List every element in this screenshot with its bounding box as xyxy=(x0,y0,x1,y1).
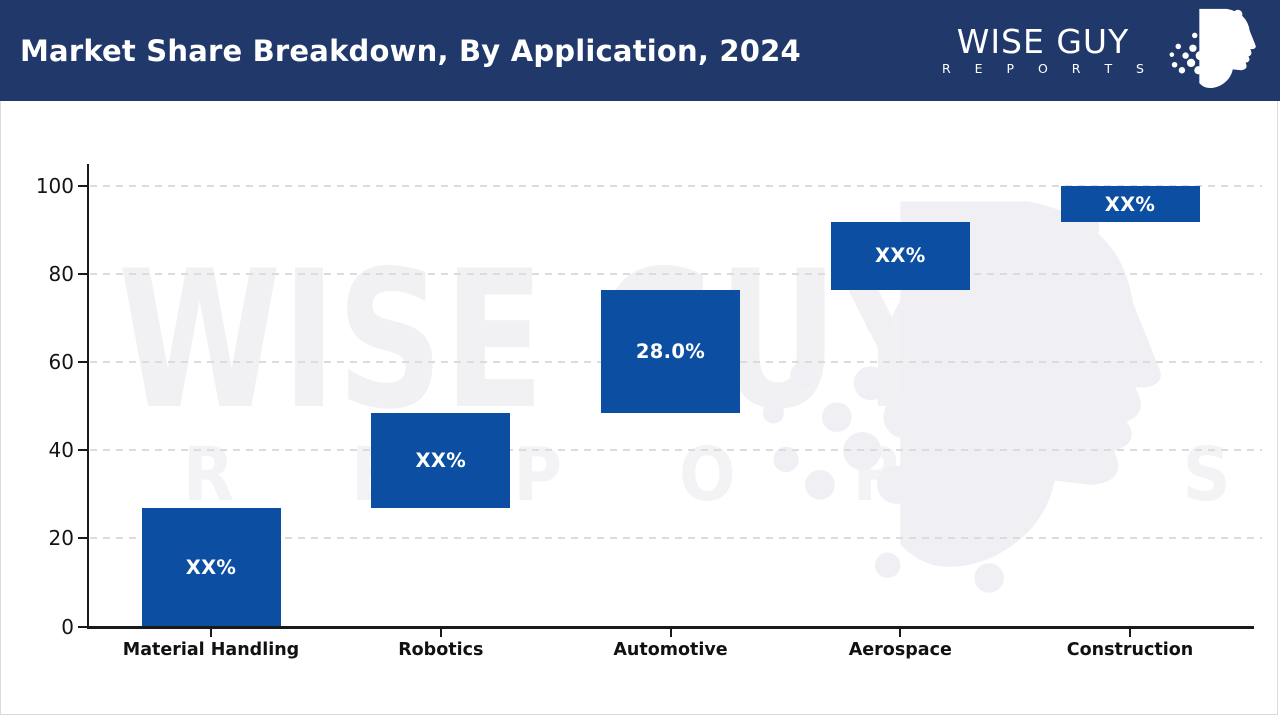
wiseguy-face-watermark-icon xyxy=(762,201,1161,593)
category-label: Construction xyxy=(1066,640,1194,660)
gridline xyxy=(90,273,1262,276)
y-tick-mark xyxy=(78,449,87,452)
y-tick-mark xyxy=(78,185,87,187)
y-tick-label: 80 xyxy=(48,262,74,287)
wiseguy-logo-name: WISE GUY xyxy=(956,21,1130,61)
x-axis-line xyxy=(86,626,1254,629)
gridline xyxy=(90,185,1262,187)
y-axis-line xyxy=(86,164,89,628)
wiseguy-face-icon xyxy=(1169,8,1256,88)
bar-value-label: 28.0% xyxy=(635,340,706,364)
gridline xyxy=(90,537,1262,540)
x-tick-mark xyxy=(439,628,442,637)
y-tick-label: 40 xyxy=(48,438,74,463)
bar-robotics: XX% xyxy=(371,413,511,508)
x-tick-mark xyxy=(210,628,212,637)
category-label: Robotics xyxy=(398,640,484,660)
y-tick-label: 0 xyxy=(61,614,74,639)
bar-value-label: XX% xyxy=(875,244,926,268)
watermark-wiseguy-text: WISE GUY xyxy=(118,230,946,451)
gridline xyxy=(90,449,1262,452)
y-tick-label: 20 xyxy=(48,526,74,551)
category-label: Automotive xyxy=(613,640,728,660)
chart-title: Market Share Breakdown, By Application, … xyxy=(20,33,801,68)
bar-construction: XX% xyxy=(1060,186,1200,223)
x-tick-mark xyxy=(1129,628,1131,637)
category-label: Aerospace xyxy=(848,640,952,660)
wiseguy-logo-subtitle: R E P O R T S xyxy=(941,61,1154,77)
y-tick-label: 60 xyxy=(48,350,74,375)
bar-automotive: 28.0% xyxy=(601,289,740,414)
category-label: Material Handling xyxy=(122,640,300,660)
bar-material-handling: XX% xyxy=(141,508,281,627)
bar-value-label: XX% xyxy=(1104,192,1156,216)
bar-value-label: XX% xyxy=(415,449,467,473)
y-tick-label: 100 xyxy=(35,174,74,198)
x-tick-mark xyxy=(899,628,902,637)
y-tick-mark xyxy=(78,537,87,540)
wiseguy-logo-text: WISE GUY R E P O R T S xyxy=(932,21,1154,77)
bar-aerospace: XX% xyxy=(830,222,970,290)
y-tick-mark xyxy=(78,361,87,364)
bar-value-label: XX% xyxy=(185,555,237,579)
header-band: Market Share Breakdown, By Application, … xyxy=(0,0,1280,101)
y-tick-mark xyxy=(78,273,87,276)
y-tick-mark xyxy=(78,625,87,628)
x-tick-mark xyxy=(669,628,672,637)
wiseguy-logo: WISE GUY R E P O R T S xyxy=(932,7,1280,95)
